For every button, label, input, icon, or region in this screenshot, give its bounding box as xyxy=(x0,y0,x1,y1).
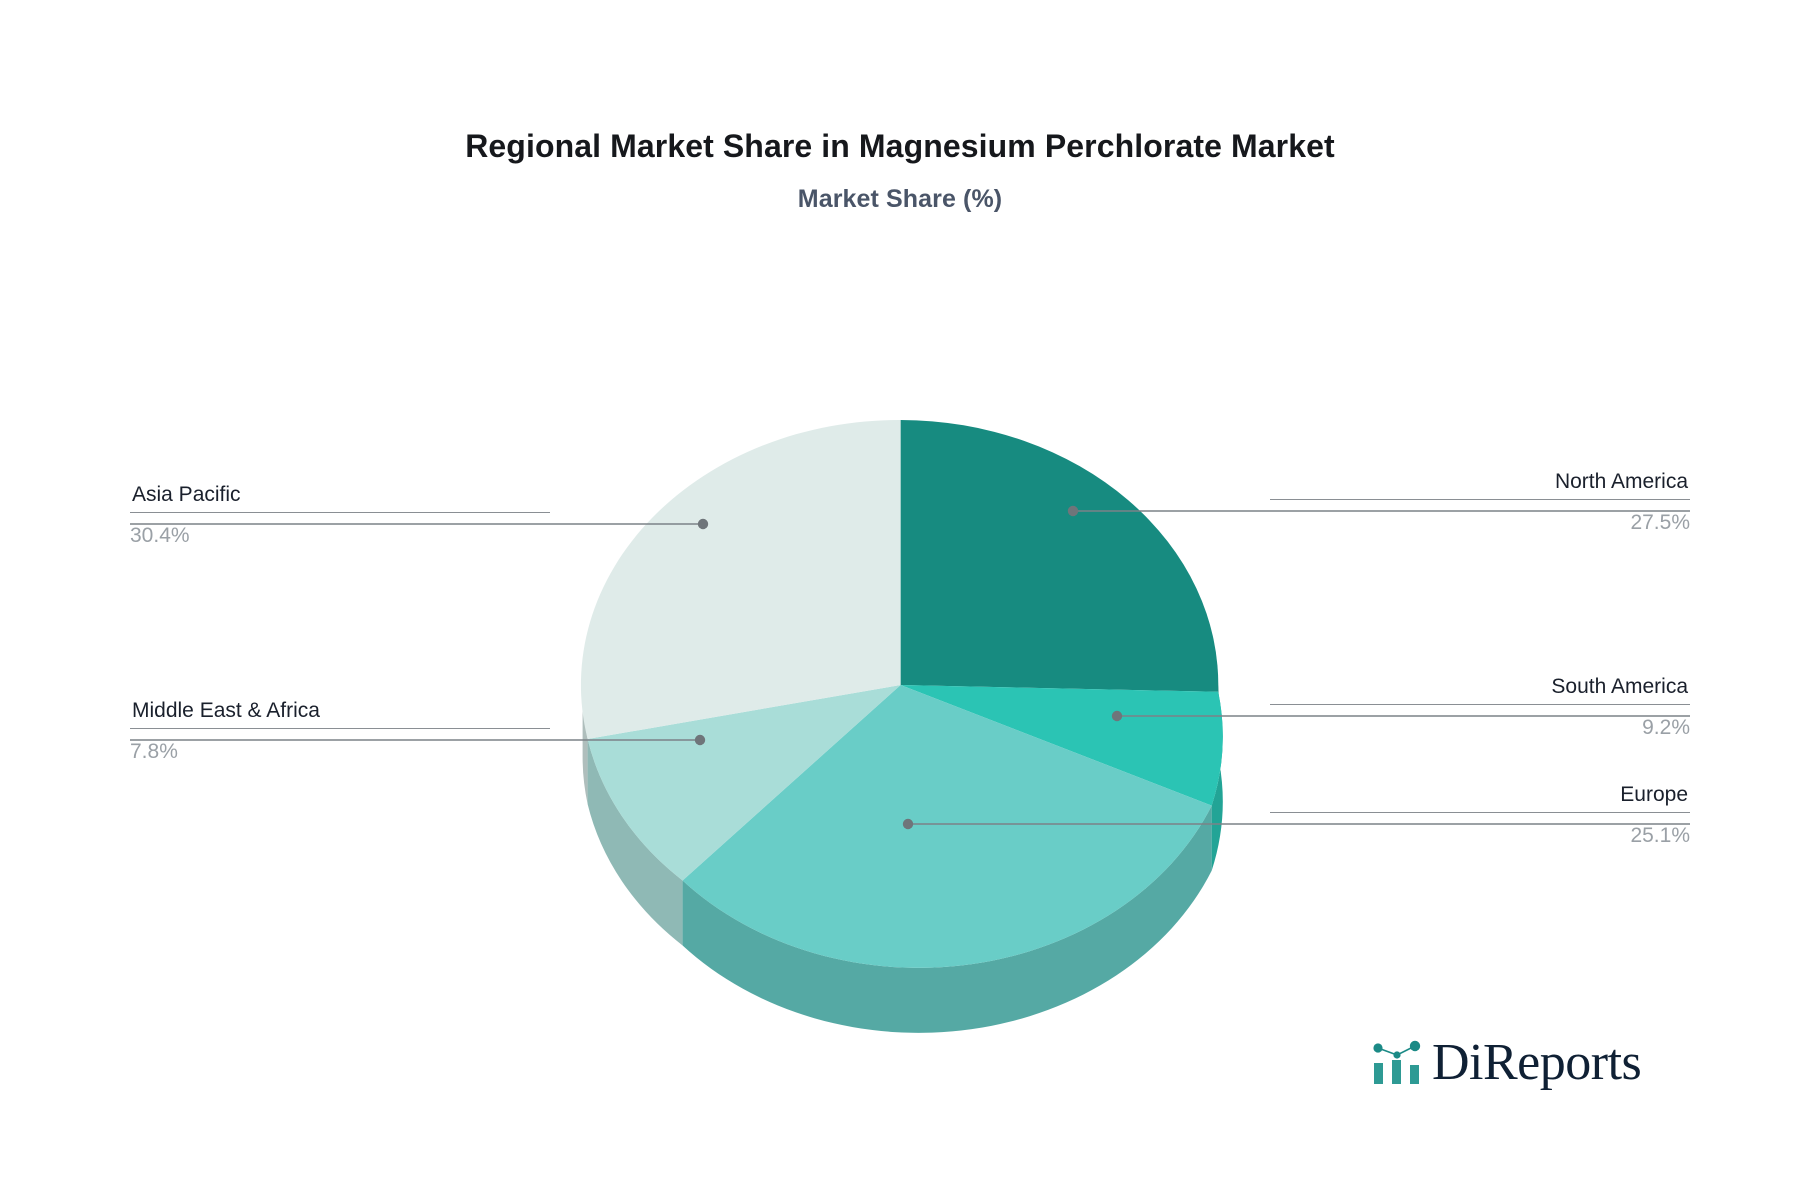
pie-slice-side-europe xyxy=(682,805,1212,1033)
pie-label-asia-pacific-name: Asia Pacific xyxy=(132,483,241,506)
pie-label-middle-east-africa-value: 7.8% xyxy=(130,740,178,763)
chart-title: Regional Market Share in Magnesium Perch… xyxy=(465,128,1335,164)
leader-dot-south-america xyxy=(1111,710,1123,722)
pie-label-south-america-value: 9.2% xyxy=(1642,716,1690,739)
pie-slice-europe[interactable] xyxy=(682,685,1212,968)
pie-label-europe-name: Europe xyxy=(1620,783,1688,806)
pie-label-north-america-value: 27.5% xyxy=(1630,511,1690,534)
leader-dot-europe xyxy=(902,818,914,830)
leader-dots-group xyxy=(694,505,1123,830)
chart-subtitle: Market Share (%) xyxy=(797,185,1003,213)
pie-label-middle-east-africa-name: Middle East & Africa xyxy=(132,699,320,722)
bar-chart-logo-icon xyxy=(1373,1040,1421,1084)
pie-label-middle-east-africa[interactable]: Middle East & Africa 7.8% xyxy=(130,697,550,767)
pie-label-europe-value: 25.1% xyxy=(1630,824,1690,847)
brand-logo-text: DiReports xyxy=(1432,1034,1642,1091)
pie-slice-asia-pacific[interactable] xyxy=(580,419,901,739)
pie-label-asia-pacific-rule xyxy=(130,512,550,513)
pie-label-middle-east-africa-rule xyxy=(130,728,550,729)
pie-face-group xyxy=(580,419,1223,968)
pie-label-north-america-rule xyxy=(1270,499,1690,500)
pie-label-south-america-rule xyxy=(1270,704,1690,705)
leader-dot-middle-east-africa xyxy=(694,734,706,746)
pie-slice-side-middle-east-africa xyxy=(587,739,683,946)
pie-label-europe[interactable]: Europe 25.1% xyxy=(1270,781,1690,851)
pie-label-south-america-name: South America xyxy=(1551,675,1688,698)
pie-slice-south-america[interactable] xyxy=(900,685,1223,806)
pie-label-europe-rule xyxy=(1270,812,1690,813)
leader-dot-asia-pacific xyxy=(697,518,709,530)
pie-label-asia-pacific-value: 30.4% xyxy=(130,524,190,547)
leader-dot-north-america xyxy=(1067,505,1079,517)
pie-label-north-america[interactable]: North America 27.5% xyxy=(1270,468,1690,538)
brand-logo[interactable]: DiReports xyxy=(1370,1032,1642,1094)
pie-label-south-america[interactable]: South America 9.2% xyxy=(1270,673,1690,743)
pie-slice-middle-east-africa[interactable] xyxy=(587,685,901,881)
pie-label-north-america-name: North America xyxy=(1554,470,1688,493)
pie-slice-north-america[interactable] xyxy=(900,420,1219,692)
pie-label-asia-pacific[interactable]: Asia Pacific 30.4% xyxy=(130,481,550,551)
leader-lines-group xyxy=(130,510,1690,825)
